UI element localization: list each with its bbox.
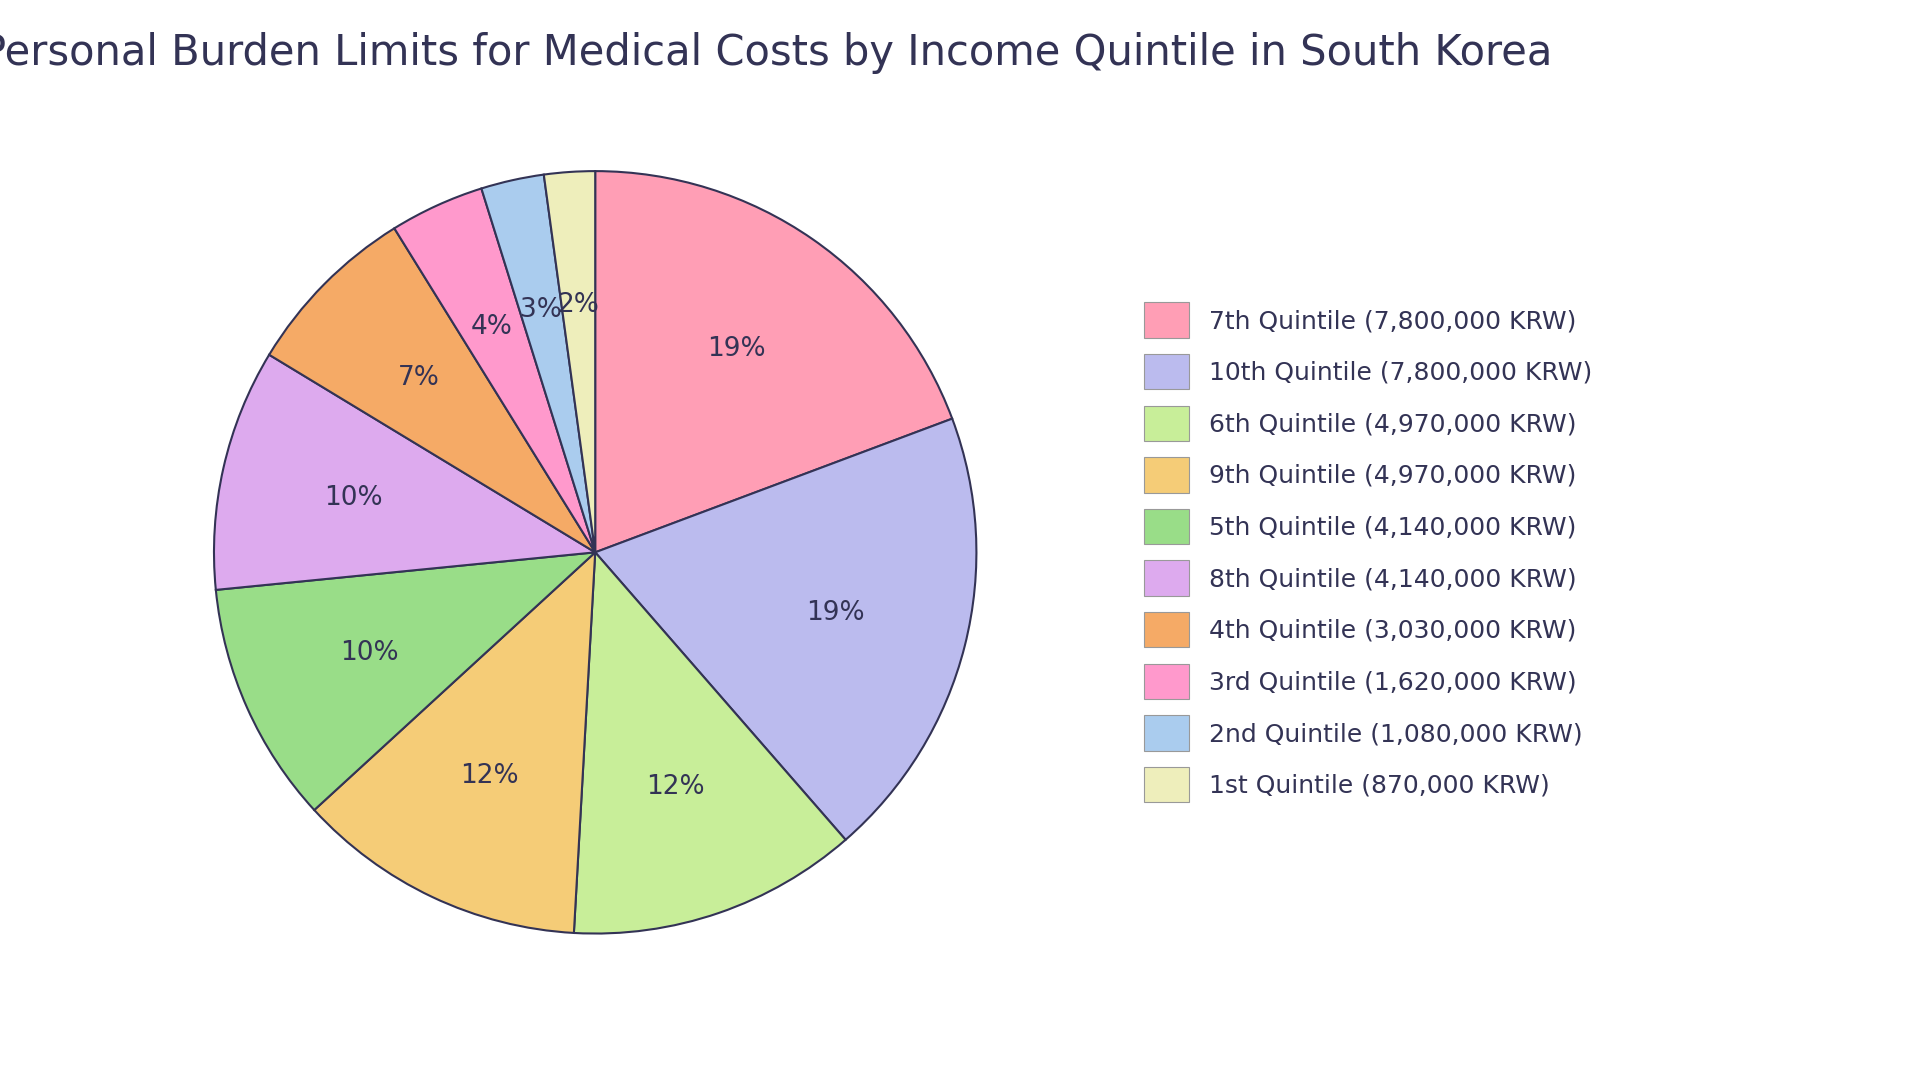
Text: 2%: 2%	[557, 292, 599, 318]
Wedge shape	[482, 174, 595, 552]
Text: 4%: 4%	[470, 314, 513, 340]
Wedge shape	[213, 355, 595, 590]
Text: 7%: 7%	[397, 365, 440, 391]
Wedge shape	[595, 171, 952, 552]
Wedge shape	[315, 552, 595, 932]
Legend: 7th Quintile (7,800,000 KRW), 10th Quintile (7,800,000 KRW), 6th Quintile (4,970: 7th Quintile (7,800,000 KRW), 10th Quint…	[1133, 290, 1605, 814]
Text: 12%: 12%	[647, 773, 705, 799]
Text: 19%: 19%	[806, 600, 864, 626]
Text: 10%: 10%	[324, 484, 382, 510]
Wedge shape	[543, 171, 595, 552]
Text: 12%: 12%	[461, 764, 518, 790]
Text: 3%: 3%	[520, 298, 563, 324]
Text: 19%: 19%	[707, 336, 766, 362]
Wedge shape	[595, 419, 977, 839]
Text: Personal Burden Limits for Medical Costs by Income Quintile in South Korea: Personal Burden Limits for Medical Costs…	[0, 32, 1551, 75]
Wedge shape	[269, 229, 595, 552]
Text: 10%: 10%	[340, 640, 397, 666]
Wedge shape	[215, 552, 595, 810]
Wedge shape	[574, 552, 845, 934]
Wedge shape	[394, 188, 595, 552]
